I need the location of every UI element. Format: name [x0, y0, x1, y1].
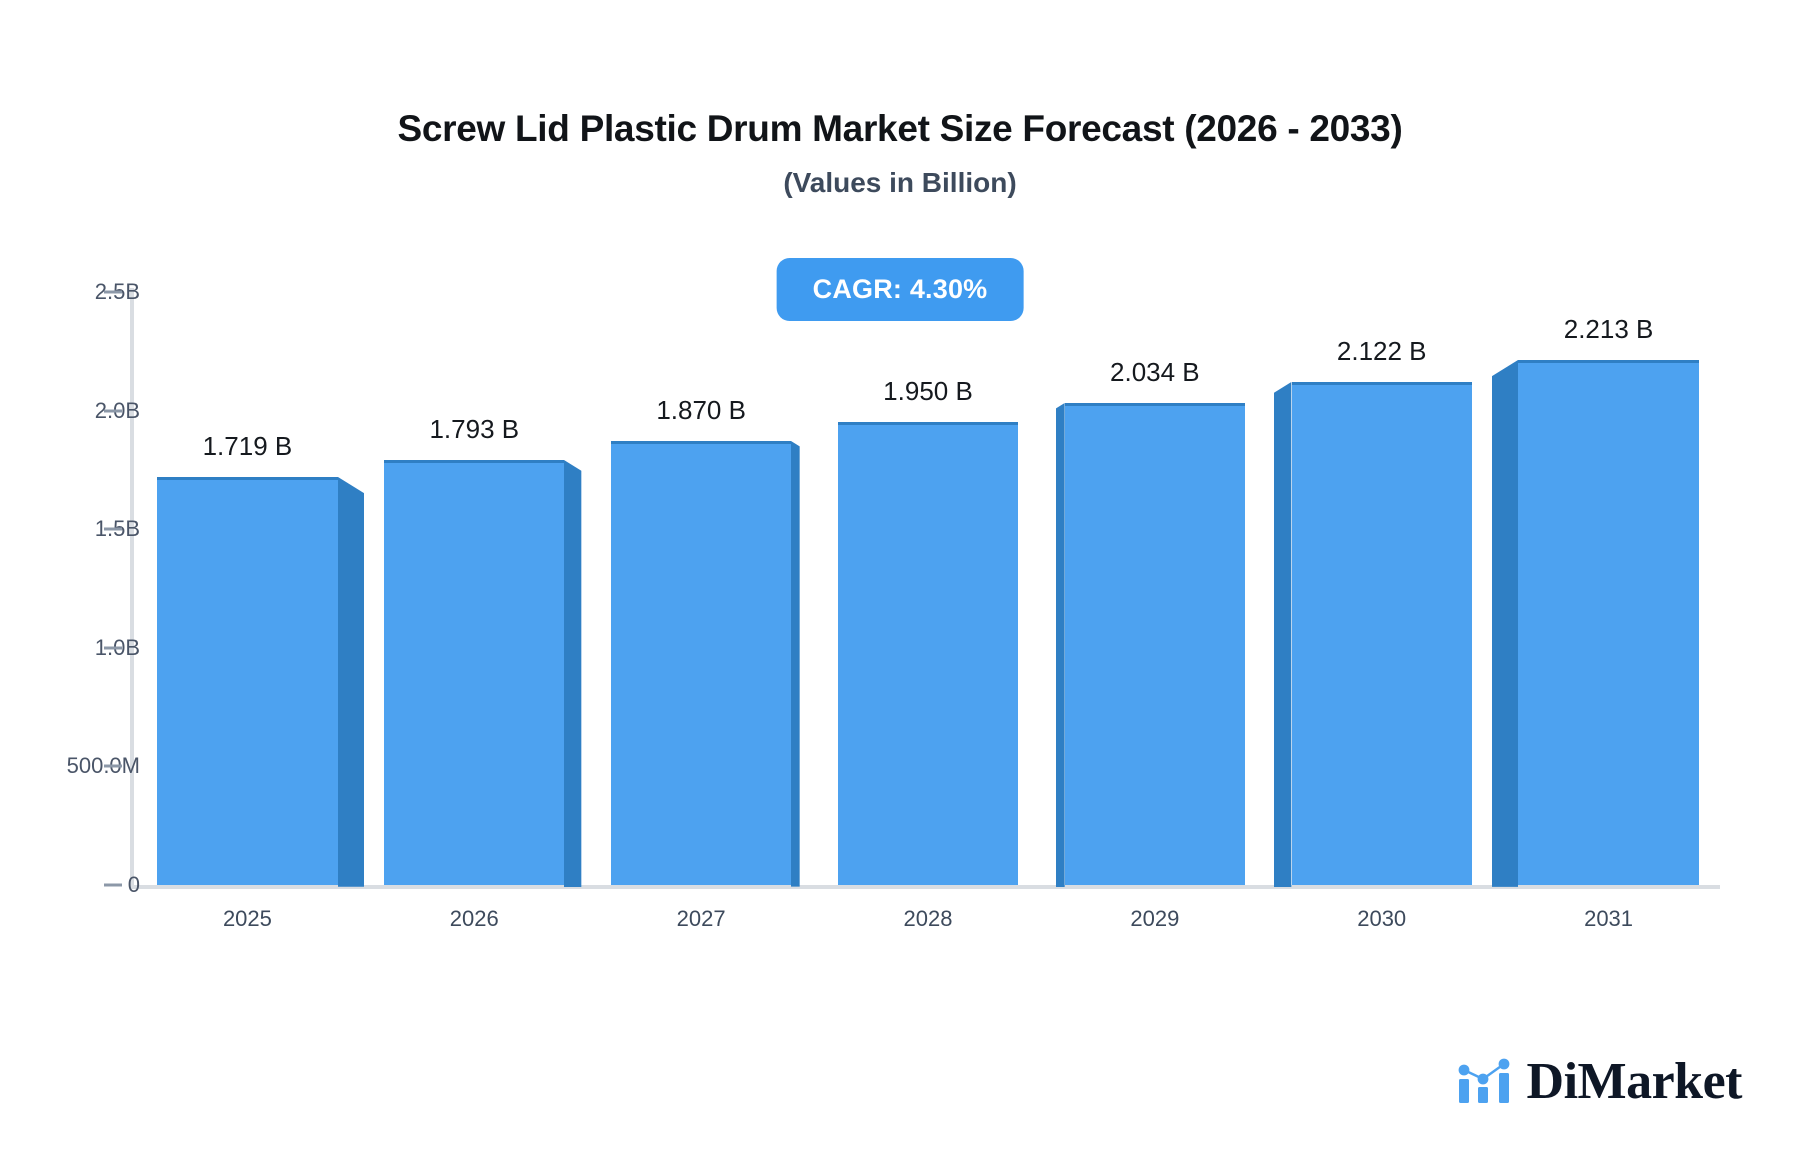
y-tick-label: 0 — [127, 872, 140, 897]
bar-side-face — [791, 441, 800, 887]
bar-top-edge — [157, 477, 338, 481]
bar-side-face — [1492, 360, 1519, 887]
bar-side-face — [564, 459, 582, 887]
bar-side-face — [1274, 381, 1292, 887]
x-tick-label: 2031 — [1584, 906, 1634, 931]
x-tick-label: 2026 — [449, 906, 499, 931]
y-axis-line — [130, 288, 134, 888]
y-tick-mark — [104, 764, 122, 768]
y-tick-mark — [104, 883, 122, 887]
bar-2031[interactable] — [1518, 360, 1699, 885]
bar-top-edge — [384, 459, 565, 463]
x-tick-label: 2028 — [903, 906, 953, 931]
y-tick-mark — [104, 527, 122, 531]
x-tick-label: 2030 — [1357, 906, 1407, 931]
bar-value-label: 1.719 B — [202, 431, 293, 462]
logo-text: DiMarket — [1526, 1052, 1743, 1110]
brand-logo: DiMarket — [1457, 1052, 1743, 1110]
bar-value-label: 1.870 B — [656, 395, 746, 426]
bar-top-edge — [1291, 381, 1472, 385]
bar-top-edge — [610, 441, 792, 445]
bar-2026[interactable] — [384, 459, 565, 885]
y-tick-mark — [104, 409, 122, 413]
title-block: Screw Lid Plastic Drum Market Size Forec… — [0, 108, 1800, 199]
y-tick-mark — [104, 646, 122, 650]
bar-side-face — [1056, 402, 1065, 887]
x-tick-label: 2029 — [1130, 906, 1180, 931]
bar-value-label: 2.213 B — [1563, 314, 1654, 345]
y-tick-mark — [104, 290, 122, 294]
bar-top-edge — [837, 422, 1019, 426]
bar-top-edge — [1518, 360, 1699, 364]
y-tick-label: 500.0M — [66, 753, 140, 779]
page-title: Screw Lid Plastic Drum Market Size Forec… — [397, 108, 1403, 149]
bar-value-label: 1.793 B — [429, 413, 520, 444]
bar-top-edge — [1064, 402, 1246, 406]
bar-2025[interactable] — [157, 477, 338, 885]
chart-subtitle: (Values in Billion) — [783, 166, 1017, 198]
bar-side-face — [337, 477, 364, 887]
bar-value-label: 2.122 B — [1336, 335, 1427, 366]
bar-2028[interactable] — [837, 422, 1019, 885]
x-axis-line — [130, 885, 1720, 889]
bar-2029[interactable] — [1064, 402, 1246, 885]
bar-value-label: 1.950 B — [883, 376, 973, 407]
cagr-badge: CAGR: 4.30% — [776, 258, 1024, 321]
bar-2027[interactable] — [610, 441, 792, 885]
x-tick-label: 2025 — [222, 906, 272, 931]
bar-2030[interactable] — [1291, 381, 1472, 885]
bar-chart-dots-icon — [1457, 1053, 1513, 1110]
bar-value-label: 2.034 B — [1110, 356, 1200, 387]
x-tick-label: 2027 — [676, 906, 726, 931]
